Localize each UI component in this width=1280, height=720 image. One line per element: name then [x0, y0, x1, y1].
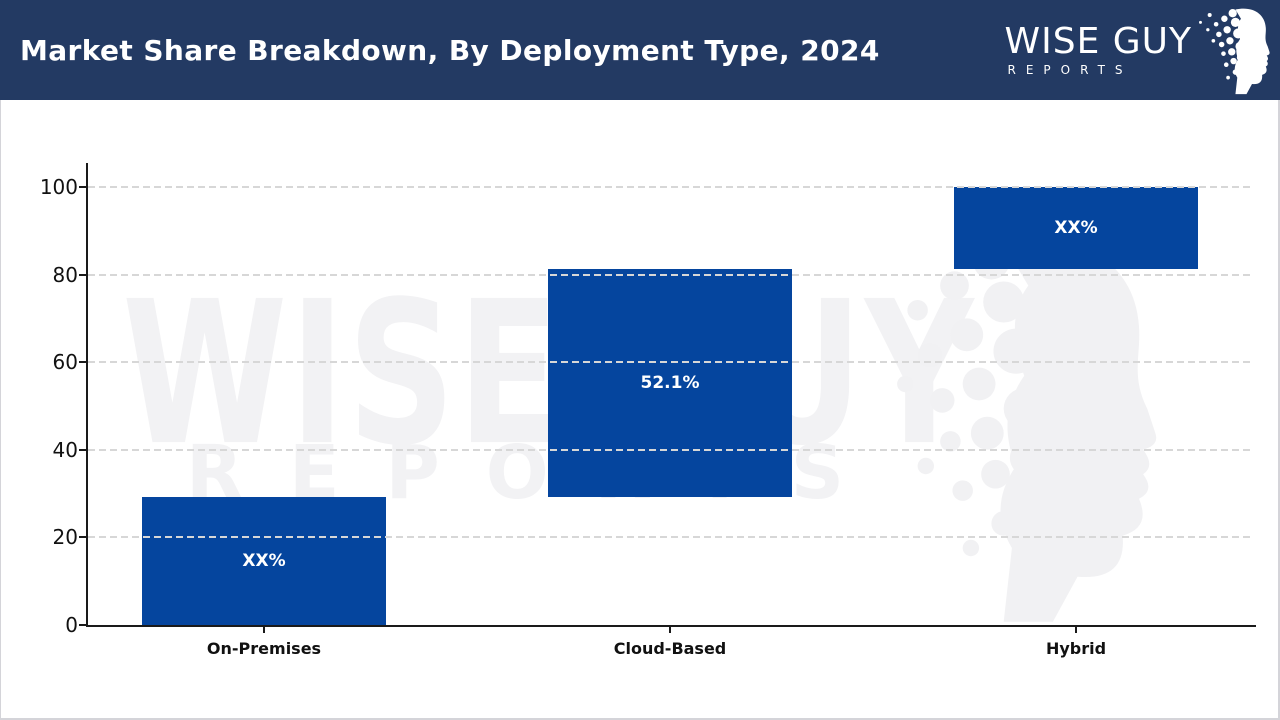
category-label: Cloud-Based [613, 639, 727, 658]
bar-hybrid [954, 187, 1198, 269]
page-border-bottom [0, 718, 1280, 720]
y-tick-mark [79, 536, 87, 539]
category-label: On-Premises [206, 639, 322, 658]
y-tick-label: 20 [52, 525, 78, 550]
logo-subtitle: REPORTS [1007, 62, 1133, 77]
watermark-wordmark: WISE GUY [122, 260, 976, 490]
gridline [88, 186, 1252, 188]
page-border-left [0, 100, 1, 720]
y-tick-mark [79, 361, 87, 364]
gridline [88, 361, 1252, 364]
x-tick-mark [263, 627, 265, 633]
bar-value-label: XX% [242, 551, 286, 572]
y-tick-label: 100 [39, 175, 78, 199]
wiseguy-head-icon [1199, 8, 1270, 95]
y-tick-mark [79, 273, 87, 276]
bar-cloud-based [548, 268, 792, 498]
gridline [88, 536, 1252, 539]
y-tick-mark [79, 186, 87, 188]
chart-title: Market Share Breakdown, By Deployment Ty… [20, 33, 880, 67]
x-axis: On-Premises Cloud-Based Hybrid [88, 625, 1252, 685]
gridline [88, 448, 1252, 451]
y-tick-label: 0 [65, 613, 78, 637]
bar-on-premises [142, 497, 386, 625]
y-tick-mark [79, 624, 87, 626]
x-axis-spine [86, 625, 1256, 627]
y-tick-label: 80 [52, 262, 78, 287]
header: Market Share Breakdown, By Deployment Ty… [0, 0, 1280, 100]
category-label: Hybrid [1045, 639, 1107, 658]
y-axis-spine [86, 163, 88, 627]
x-tick-mark [1075, 627, 1077, 633]
y-tick-label: 60 [52, 350, 78, 375]
bar-value-label: 52.1% [640, 373, 700, 393]
x-tick-mark [669, 627, 671, 633]
page-border-right [1278, 100, 1280, 720]
logo-wordmark: WISE GUY [1004, 20, 1192, 62]
y-axis: 0 20 40 60 80 100 [0, 175, 78, 647]
gridline [88, 273, 1252, 276]
wiseguy-logo: WISE GUY REPORTS [1005, 4, 1273, 96]
plot-area: XX% 52.1% XX% [88, 186, 1252, 625]
y-tick-label: 40 [52, 437, 78, 462]
bar-value-label: XX% [1054, 217, 1098, 238]
watermark-head-icon [897, 240, 1157, 622]
y-tick-mark [79, 448, 87, 451]
